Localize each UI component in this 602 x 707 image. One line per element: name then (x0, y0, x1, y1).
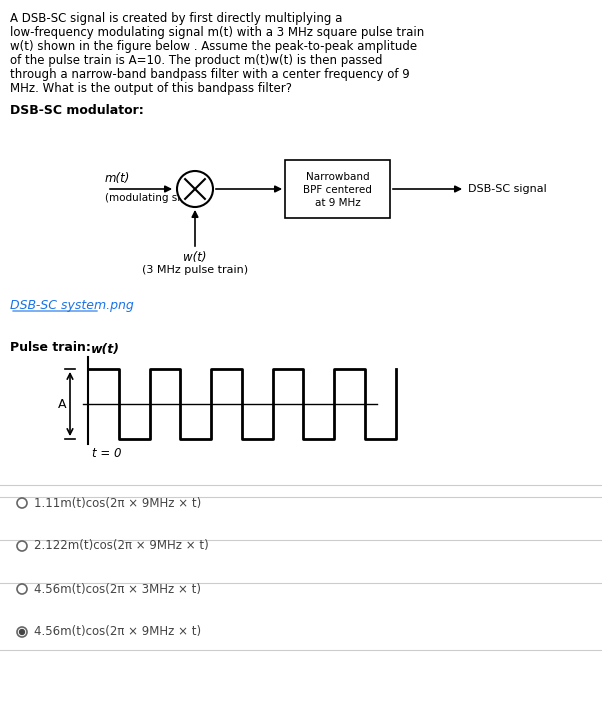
Text: low-frequency modulating signal m(t) with a 3 MHz square pulse train: low-frequency modulating signal m(t) wit… (10, 26, 424, 39)
Text: A DSB-SC signal is created by first directly multiplying a: A DSB-SC signal is created by first dire… (10, 12, 343, 25)
Text: 1.11m(t)cos(2π × 9MHz × t): 1.11m(t)cos(2π × 9MHz × t) (34, 496, 201, 510)
Circle shape (17, 627, 27, 637)
Text: Narrowband: Narrowband (306, 172, 369, 182)
Text: at 9 MHz: at 9 MHz (315, 198, 361, 208)
Text: A: A (58, 397, 66, 411)
Text: DSB-SC system.png: DSB-SC system.png (10, 299, 134, 312)
Circle shape (177, 171, 213, 207)
Text: m(t): m(t) (105, 172, 131, 185)
Circle shape (17, 584, 27, 594)
Circle shape (17, 541, 27, 551)
Text: DSB-SC modulator:: DSB-SC modulator: (10, 104, 144, 117)
Text: t = 0: t = 0 (92, 447, 122, 460)
Text: Pulse train:: Pulse train: (10, 341, 91, 354)
Text: through a narrow-band bandpass filter with a center frequency of 9: through a narrow-band bandpass filter wi… (10, 68, 410, 81)
Circle shape (19, 629, 25, 634)
Circle shape (17, 498, 27, 508)
Text: (3 MHz pulse train): (3 MHz pulse train) (142, 265, 248, 275)
Text: 4.56m(t)cos(2π × 9MHz × t): 4.56m(t)cos(2π × 9MHz × t) (34, 626, 201, 638)
Text: of the pulse train is A=10. The product m(t)w(t) is then passed: of the pulse train is A=10. The product … (10, 54, 382, 67)
FancyBboxPatch shape (285, 160, 390, 218)
Text: w(t) shown in the figure below . Assume the peak-to-peak amplitude: w(t) shown in the figure below . Assume … (10, 40, 417, 53)
Text: 4.56m(t)cos(2π × 3MHz × t): 4.56m(t)cos(2π × 3MHz × t) (34, 583, 201, 595)
Text: (modulating signal): (modulating signal) (105, 193, 207, 203)
Text: BPF centered: BPF centered (303, 185, 372, 195)
Text: DSB-SC signal: DSB-SC signal (468, 184, 547, 194)
Text: w(t): w(t) (183, 251, 206, 264)
Text: w(t): w(t) (91, 343, 120, 356)
Text: 2.122m(t)cos(2π × 9MHz × t): 2.122m(t)cos(2π × 9MHz × t) (34, 539, 209, 552)
Text: MHz. What is the output of this bandpass filter?: MHz. What is the output of this bandpass… (10, 82, 292, 95)
